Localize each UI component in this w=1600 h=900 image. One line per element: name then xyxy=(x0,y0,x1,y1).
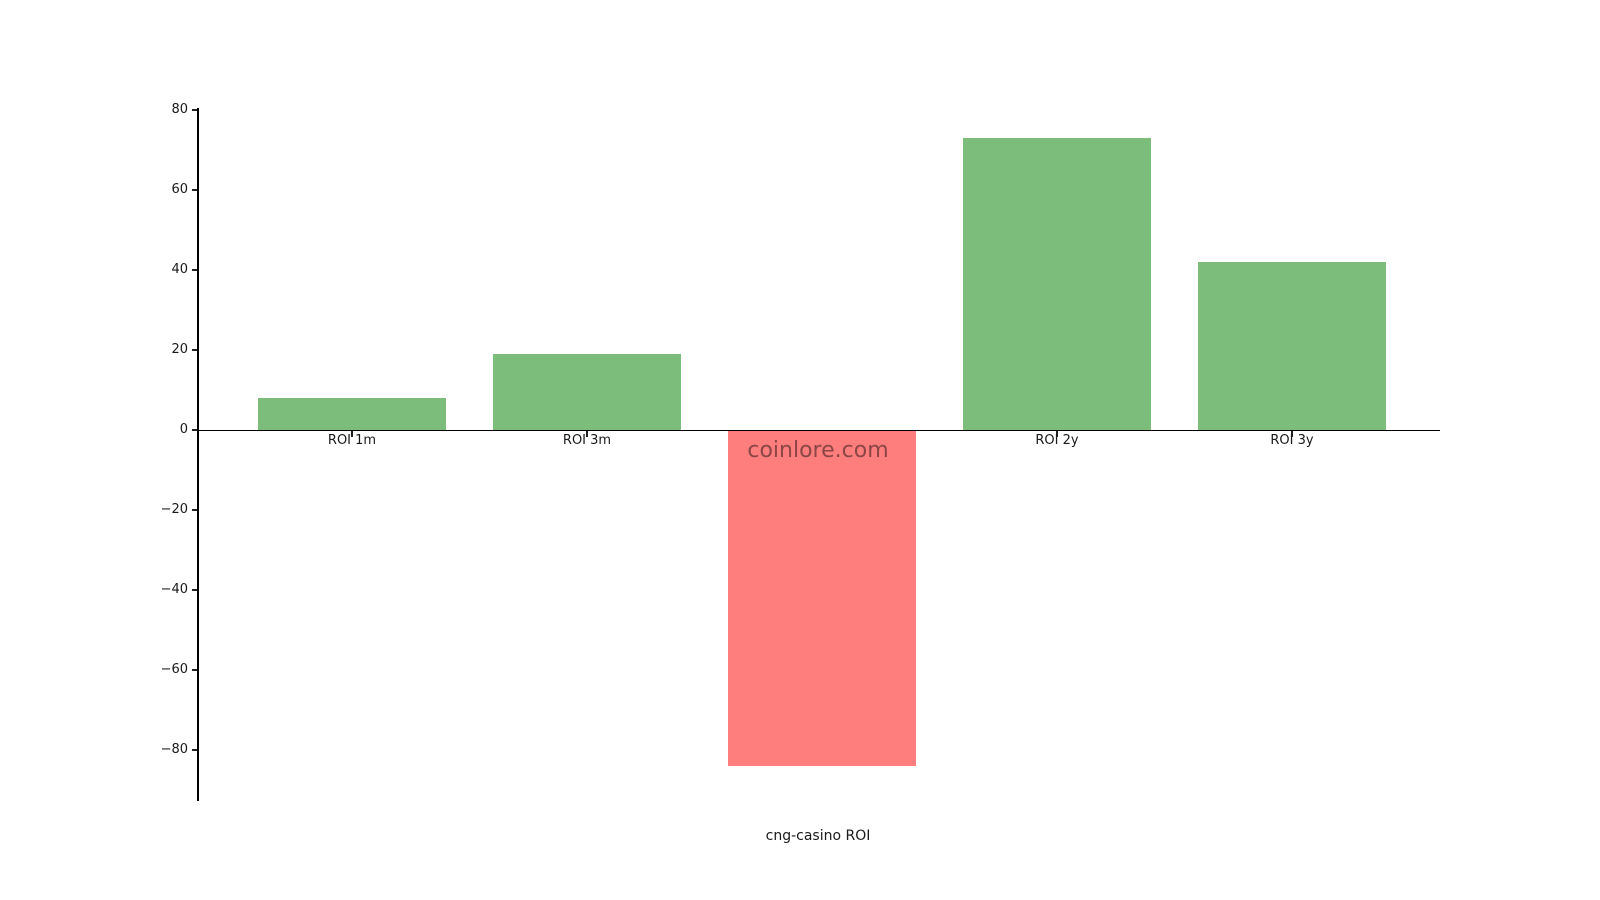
bar-roi-3y xyxy=(1198,262,1386,430)
bar-roi-3m xyxy=(493,354,681,430)
y-tick-mark xyxy=(192,189,197,191)
y-tick-mark xyxy=(192,429,197,431)
y-tick-mark xyxy=(192,669,197,671)
y-tick-label: 0 xyxy=(179,422,188,437)
x-tick-mark xyxy=(1291,430,1293,437)
y-axis-line xyxy=(197,108,199,801)
x-tick-mark xyxy=(351,430,353,437)
y-tick-mark xyxy=(192,109,197,111)
y-tick-label: −40 xyxy=(160,582,188,597)
y-tick-label: 40 xyxy=(171,262,188,277)
chart-title: cng-casino ROI xyxy=(765,828,871,844)
y-tick-mark xyxy=(192,749,197,751)
y-tick-label: −60 xyxy=(160,662,188,677)
y-tick-mark xyxy=(192,349,197,351)
y-tick-mark xyxy=(192,509,197,511)
x-tick-mark xyxy=(1056,430,1058,437)
x-tick-label: ROI 1m xyxy=(327,433,377,448)
y-tick-label: 80 xyxy=(171,102,188,117)
x-tick-mark xyxy=(586,430,588,437)
y-tick-label: 60 xyxy=(171,182,188,197)
bar-negative xyxy=(728,430,916,766)
x-tick-label: ROI 2y xyxy=(1035,433,1079,448)
x-tick-label: ROI 3y xyxy=(1270,433,1314,448)
bar-roi-2y xyxy=(963,138,1151,430)
y-tick-mark xyxy=(192,589,197,591)
x-tick-label: ROI 3m xyxy=(562,433,612,448)
y-tick-label: −80 xyxy=(160,742,188,757)
y-tick-label: −20 xyxy=(160,502,188,517)
bar-roi-1m xyxy=(258,398,446,430)
y-tick-label: 20 xyxy=(171,342,188,357)
watermark-text: coinlore.com xyxy=(747,438,889,463)
y-tick-mark xyxy=(192,269,197,271)
x-axis-zero-line xyxy=(197,429,1440,431)
